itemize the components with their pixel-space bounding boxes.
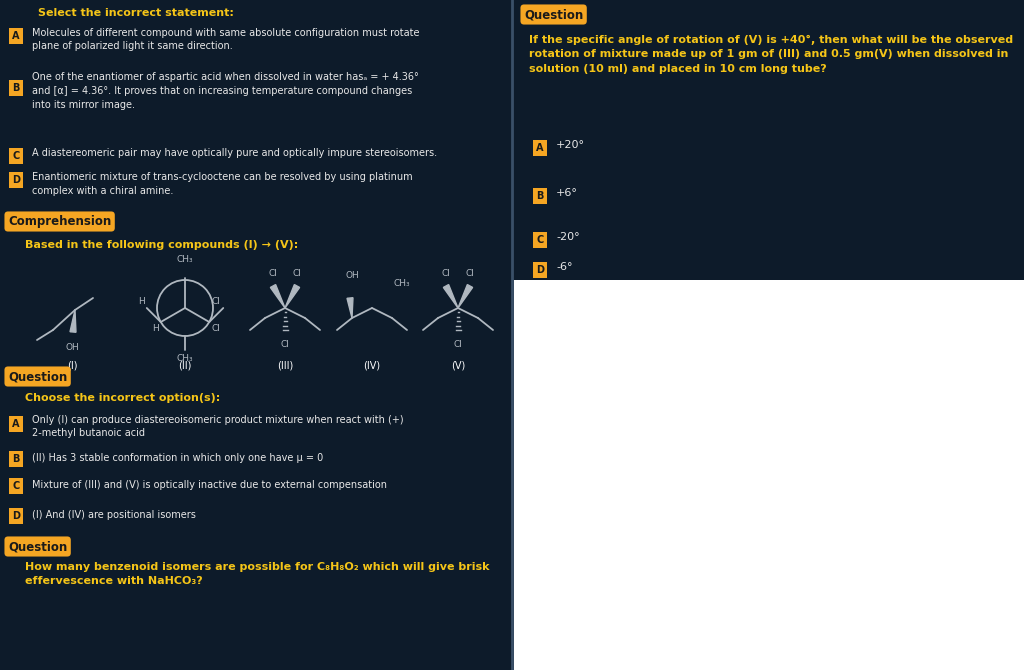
FancyBboxPatch shape xyxy=(0,0,512,670)
Text: Cl: Cl xyxy=(211,297,220,306)
FancyBboxPatch shape xyxy=(514,0,1024,280)
Text: Molecules of different compound with same absolute configuration must rotate
pla: Molecules of different compound with sam… xyxy=(32,28,420,51)
Text: B: B xyxy=(537,191,544,201)
Text: One of the enantiomer of aspartic acid when dissolved in water hasₐ = + 4.36°
an: One of the enantiomer of aspartic acid w… xyxy=(32,72,419,110)
Polygon shape xyxy=(458,285,473,308)
Text: C: C xyxy=(12,481,19,491)
FancyBboxPatch shape xyxy=(514,280,1024,670)
Text: Only (I) can produce diastereoisomeric product mixture when react with (+)
2-met: Only (I) can produce diastereoisomeric p… xyxy=(32,415,403,438)
Text: Enantiomeric mixture of trans-cyclooctene can be resolved by using platinum
comp: Enantiomeric mixture of trans-cycloocten… xyxy=(32,172,413,196)
Text: How many benzenoid isomers are possible for C₈H₈O₂ which will give brisk
efferve: How many benzenoid isomers are possible … xyxy=(25,562,489,586)
Text: D: D xyxy=(12,175,20,185)
Text: If the specific angle of rotation of (V) is +40°, then what will be the observed: If the specific angle of rotation of (V)… xyxy=(529,35,1013,74)
Polygon shape xyxy=(347,297,353,318)
Text: Cl: Cl xyxy=(211,324,220,333)
Text: Based in the following compounds (I) → (V):: Based in the following compounds (I) → (… xyxy=(25,240,298,250)
Text: A: A xyxy=(12,419,19,429)
Text: Cl: Cl xyxy=(454,340,463,349)
Text: Question: Question xyxy=(8,540,68,553)
Text: Choose the incorrect option(s):: Choose the incorrect option(s): xyxy=(25,393,220,403)
Text: H: H xyxy=(152,324,159,333)
Text: Select the incorrect statement:: Select the incorrect statement: xyxy=(38,8,233,18)
Text: -20°: -20° xyxy=(556,232,580,242)
Polygon shape xyxy=(443,285,458,308)
Text: (IV): (IV) xyxy=(364,360,381,370)
Text: B: B xyxy=(12,83,19,93)
Text: (V): (V) xyxy=(451,360,465,370)
Text: (II) Has 3 stable conformation in which only one have μ = 0: (II) Has 3 stable conformation in which … xyxy=(32,453,324,463)
Text: A diastereomeric pair may have optically pure and optically impure stereoisomers: A diastereomeric pair may have optically… xyxy=(32,148,437,158)
Text: D: D xyxy=(536,265,544,275)
Text: Cl: Cl xyxy=(441,269,451,278)
Text: A: A xyxy=(12,31,19,41)
Text: OH: OH xyxy=(345,271,358,280)
Text: CH₃: CH₃ xyxy=(177,354,194,363)
Text: OH: OH xyxy=(66,343,79,352)
Text: H: H xyxy=(138,297,144,306)
Text: Mixture of (III) and (V) is optically inactive due to external compensation: Mixture of (III) and (V) is optically in… xyxy=(32,480,387,490)
Text: D: D xyxy=(12,511,20,521)
Text: C: C xyxy=(537,235,544,245)
Text: Cl: Cl xyxy=(466,269,474,278)
Text: B: B xyxy=(12,454,19,464)
Text: +6°: +6° xyxy=(556,188,578,198)
Text: Question: Question xyxy=(8,370,68,383)
Text: (II): (II) xyxy=(178,360,191,370)
Text: Cl: Cl xyxy=(281,340,290,349)
Text: Cl: Cl xyxy=(293,269,301,278)
Text: Question: Question xyxy=(524,8,584,21)
Text: Cl: Cl xyxy=(268,269,278,278)
Polygon shape xyxy=(270,285,285,308)
Text: A: A xyxy=(537,143,544,153)
Text: C: C xyxy=(12,151,19,161)
Text: +20°: +20° xyxy=(556,140,585,150)
Polygon shape xyxy=(70,310,76,332)
Text: (III): (III) xyxy=(276,360,293,370)
Text: -6°: -6° xyxy=(556,262,572,272)
Text: CH₃: CH₃ xyxy=(394,279,411,288)
Text: (I) And (IV) are positional isomers: (I) And (IV) are positional isomers xyxy=(32,510,196,520)
Text: Comprehension: Comprehension xyxy=(8,215,112,228)
Text: CH₃: CH₃ xyxy=(177,255,194,264)
Text: (I): (I) xyxy=(67,360,77,370)
Polygon shape xyxy=(285,285,300,308)
